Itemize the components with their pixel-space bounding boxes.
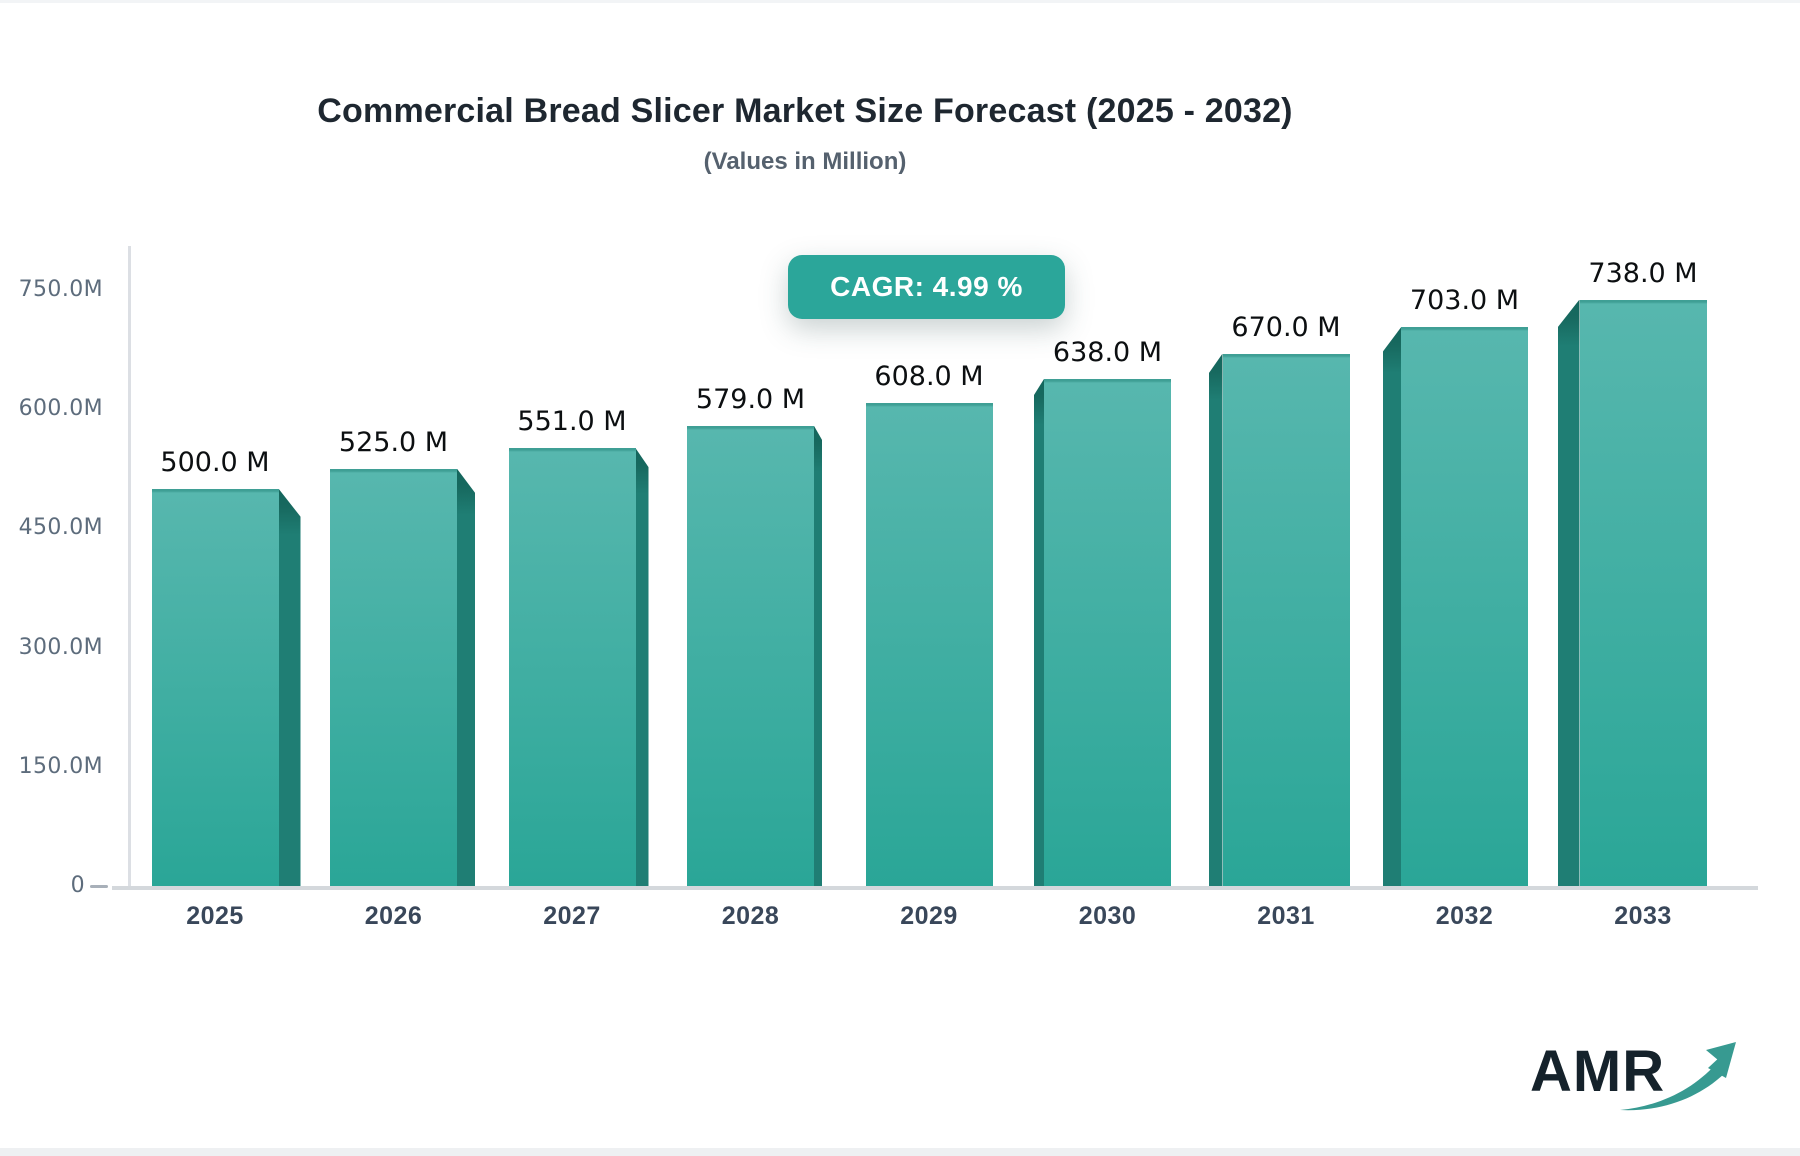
- cagr-badge: CAGR: 4.99 %: [788, 255, 1065, 319]
- bar-side-shadow: [457, 468, 475, 886]
- y-tick-label: 0: [70, 873, 85, 898]
- y-tick-label: 750.0M: [18, 277, 103, 302]
- y-tick-label: 300.0M: [18, 634, 103, 660]
- bar-side-shadow: [1034, 379, 1044, 886]
- y-tick-label: 450.0M: [18, 515, 103, 541]
- x-tick-label: 2025: [186, 902, 244, 930]
- bar-value-label: 703.0 M: [1409, 285, 1520, 317]
- y-axis-line: [128, 246, 131, 886]
- x-tick-label: 2026: [364, 902, 423, 930]
- bar-2029[interactable]: [865, 402, 993, 886]
- bar-value-label: 738.0 M: [1588, 257, 1698, 289]
- bar-value-label: 525.0 M: [338, 426, 449, 458]
- chart-subtitle: (Values in Million): [703, 148, 907, 175]
- bar-2033[interactable]: [1579, 299, 1707, 886]
- x-tick-label: 2028: [721, 902, 780, 930]
- bar-side-shadow: [814, 425, 822, 886]
- bar-side-shadow: [1557, 299, 1580, 886]
- bar-2027[interactable]: [508, 448, 636, 886]
- x-tick-label: 2033: [1614, 902, 1672, 930]
- chart-title: Commercial Bread Slicer Market Size Fore…: [317, 92, 1293, 130]
- amr-logo: AMR: [1530, 1038, 1750, 1118]
- bar-value-label: 638.0 M: [1052, 337, 1163, 368]
- bar-2030[interactable]: [1044, 379, 1171, 886]
- bar-value-label: 670.0 M: [1231, 311, 1341, 343]
- bar-side-shadow: [635, 448, 649, 886]
- bar-side-shadow: [1383, 327, 1401, 886]
- y-tick-label: 150.0M: [18, 753, 103, 779]
- bar-2026[interactable]: [330, 468, 457, 886]
- amr-logo-text: AMR: [1530, 1039, 1666, 1104]
- x-tick-label: 2027: [543, 902, 601, 930]
- bar-value-label: 500.0 M: [160, 446, 270, 478]
- bar-side-shadow: [278, 488, 301, 886]
- x-axis-line: [112, 886, 1758, 890]
- bottom-edge-strip: [0, 1148, 1800, 1156]
- top-edge-strip: [0, 0, 1800, 3]
- zero-tick-mark: [90, 885, 108, 888]
- x-tick-label: 2032: [1435, 902, 1494, 930]
- bar-value-label: 551.0 M: [517, 406, 627, 438]
- growth-arrow-icon: [1620, 1042, 1736, 1111]
- bar-2025[interactable]: [151, 488, 279, 886]
- bar-value-label: 579.0 M: [695, 383, 806, 415]
- y-tick-label: 600.0M: [18, 396, 103, 422]
- x-tick-label: 2029: [900, 902, 958, 930]
- bar-2028[interactable]: [687, 425, 814, 886]
- bar-2031[interactable]: [1222, 353, 1350, 886]
- bar-value-label: 608.0 M: [874, 360, 984, 392]
- x-tick-label: 2030: [1078, 902, 1137, 930]
- bar-2032[interactable]: [1401, 327, 1528, 886]
- bar-side-shadow: [1208, 353, 1223, 886]
- x-tick-label: 2031: [1257, 902, 1315, 930]
